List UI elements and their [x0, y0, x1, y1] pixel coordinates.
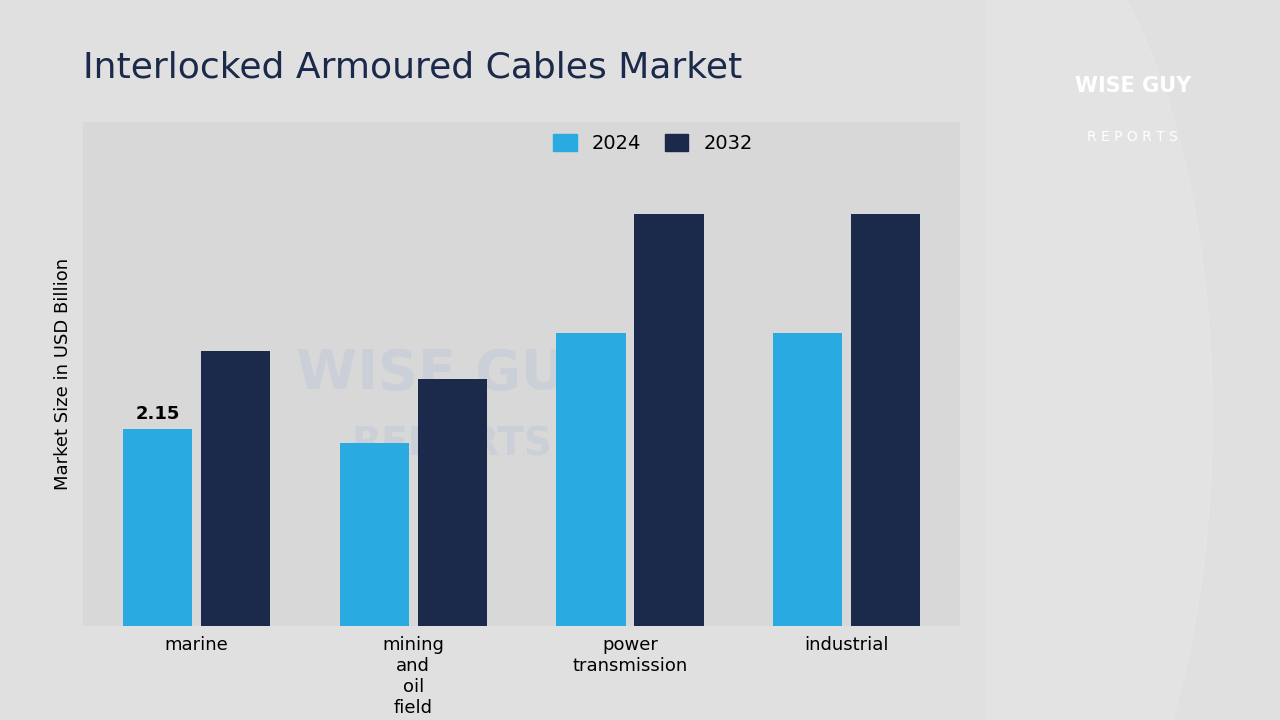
Bar	[339, 443, 410, 626]
Bar	[557, 333, 626, 626]
Text: WISE GUY: WISE GUY	[1075, 76, 1190, 96]
Bar	[417, 379, 486, 626]
Text: WISE GUY: WISE GUY	[297, 347, 607, 401]
Text: R E P O R T S: R E P O R T S	[1088, 130, 1178, 144]
Text: REPORTS: REPORTS	[351, 426, 552, 464]
Y-axis label: Market Size in USD Billion: Market Size in USD Billion	[54, 258, 72, 490]
Bar	[201, 351, 270, 626]
Bar	[851, 214, 920, 626]
Bar	[123, 429, 192, 626]
Bar	[634, 214, 704, 626]
Bar	[773, 333, 842, 626]
Legend: 2024, 2032: 2024, 2032	[541, 122, 764, 165]
Text: 2.15: 2.15	[136, 405, 180, 423]
Text: Interlocked Armoured Cables Market: Interlocked Armoured Cables Market	[83, 50, 742, 84]
Circle shape	[788, 0, 1212, 720]
